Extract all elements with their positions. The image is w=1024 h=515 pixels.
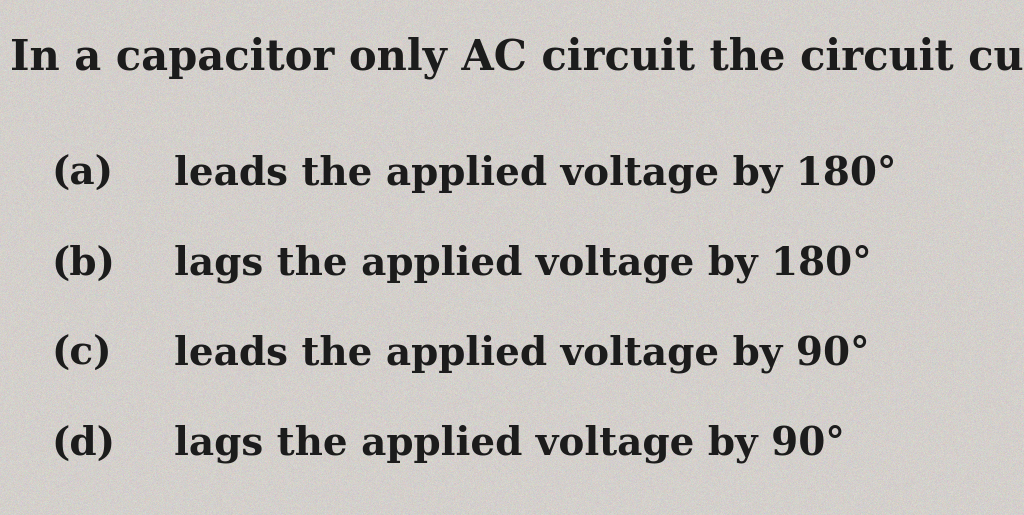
Text: (b): (b) — [51, 245, 115, 283]
Text: In a capacitor only AC circuit the circuit current: In a capacitor only AC circuit the circu… — [10, 36, 1024, 79]
Text: lags the applied voltage by 180°: lags the applied voltage by 180° — [174, 245, 871, 283]
Text: lags the applied voltage by 90°: lags the applied voltage by 90° — [174, 425, 845, 464]
Text: (d): (d) — [51, 425, 116, 463]
Text: leads the applied voltage by 90°: leads the applied voltage by 90° — [174, 335, 869, 373]
Text: leads the applied voltage by 180°: leads the applied voltage by 180° — [174, 154, 896, 193]
Text: (c): (c) — [51, 335, 112, 373]
Text: (a): (a) — [51, 154, 114, 193]
